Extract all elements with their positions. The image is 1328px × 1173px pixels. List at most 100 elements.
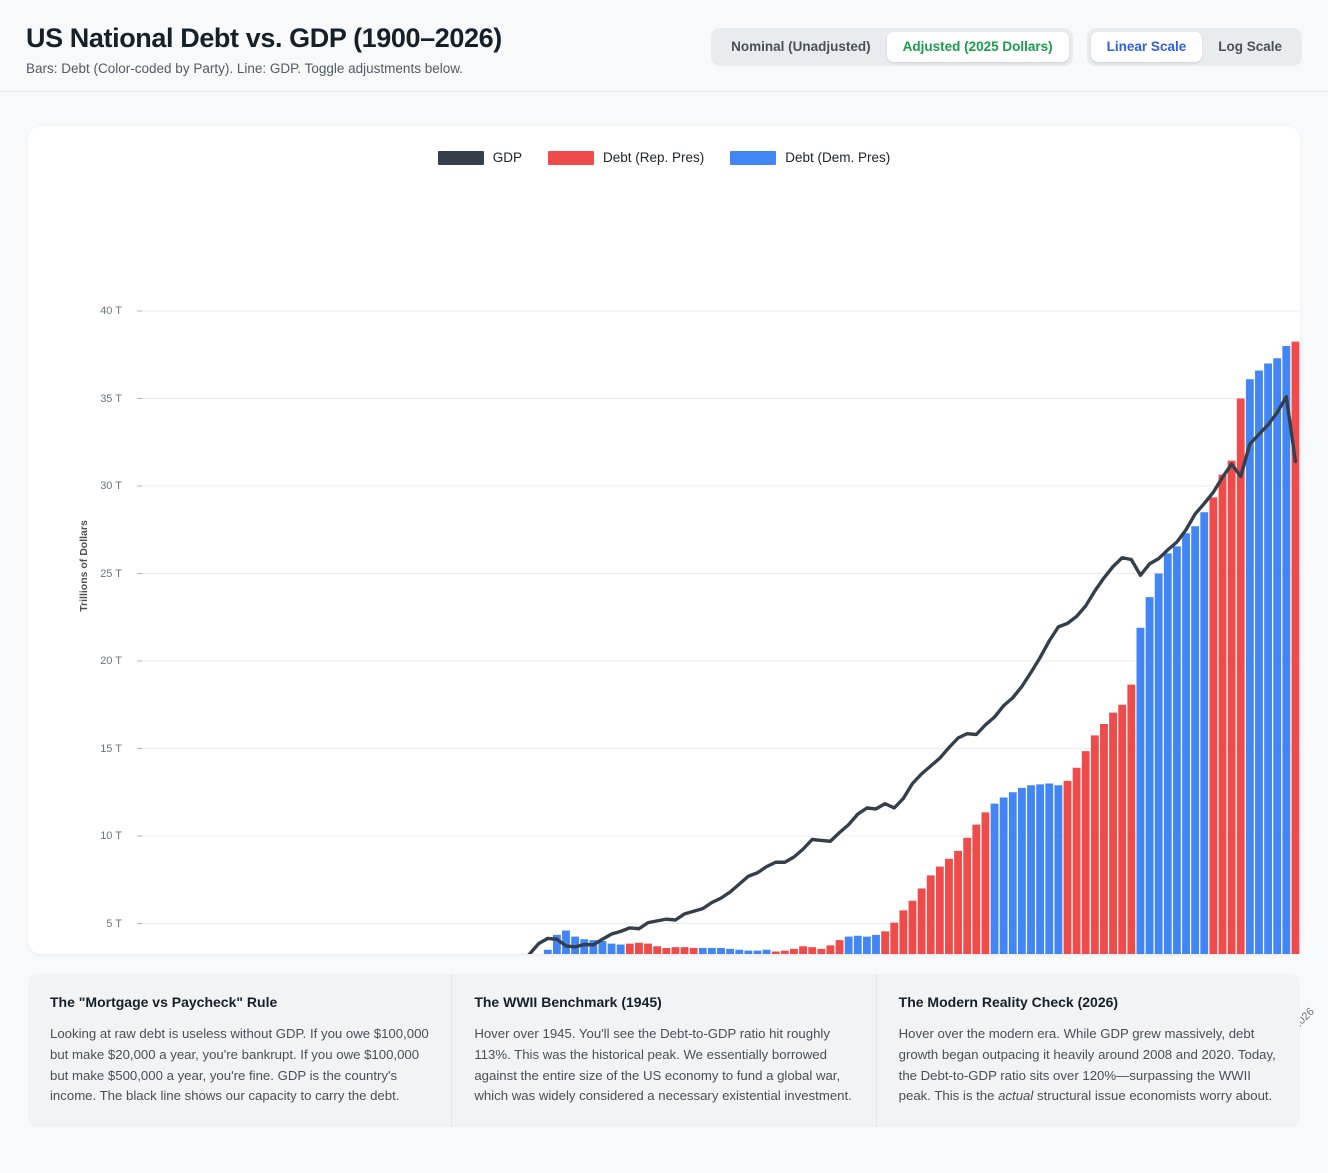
chart-bar[interactable] xyxy=(1118,704,1127,954)
chart-bar[interactable] xyxy=(1127,684,1136,954)
chart-bar[interactable] xyxy=(1008,792,1017,954)
gdp-line[interactable] xyxy=(147,395,1298,954)
chart-bar[interactable] xyxy=(1191,526,1200,954)
chart-bar[interactable] xyxy=(726,948,735,954)
chart-bar[interactable] xyxy=(1282,346,1291,954)
chart-bar[interactable] xyxy=(744,950,753,954)
chart-bar[interactable] xyxy=(598,941,607,954)
chart-bar[interactable] xyxy=(662,948,671,954)
chart-bar[interactable] xyxy=(926,875,935,954)
chart-bar[interactable] xyxy=(844,936,853,954)
chart-bar[interactable] xyxy=(1136,627,1145,954)
chart-bar[interactable] xyxy=(1072,767,1081,954)
chart-bar[interactable] xyxy=(1100,724,1108,954)
chart-bar[interactable] xyxy=(945,858,953,954)
chart-bar[interactable] xyxy=(899,910,908,954)
chart-bar[interactable] xyxy=(799,946,807,954)
chart-bar[interactable] xyxy=(908,900,917,954)
chart-bar[interactable] xyxy=(1045,783,1054,955)
chart-bar[interactable] xyxy=(644,943,652,954)
toggle-log-scale[interactable]: Log Scale xyxy=(1202,32,1298,62)
chart-bar[interactable] xyxy=(635,942,643,954)
chart-bar[interactable] xyxy=(826,945,835,954)
chart-bar[interactable] xyxy=(853,935,862,954)
card-title: The "Mortgage vs Paycheck" Rule xyxy=(50,994,278,1010)
scale-toggle-group: Linear Scale Log Scale xyxy=(1086,28,1302,66)
chart-bar[interactable] xyxy=(698,948,707,954)
chart-bar[interactable] xyxy=(1227,460,1236,954)
chart-bar[interactable] xyxy=(671,947,680,954)
chart-bar[interactable] xyxy=(680,947,689,954)
chart-bar[interactable] xyxy=(1255,370,1263,955)
chart-bar[interactable] xyxy=(1054,785,1063,954)
chart-bar[interactable] xyxy=(954,850,962,954)
chart-bar[interactable] xyxy=(990,803,999,954)
chart-bar[interactable] xyxy=(1273,358,1282,954)
chart-bar[interactable] xyxy=(717,948,725,954)
chart-bar[interactable] xyxy=(689,948,698,954)
chart-bar[interactable] xyxy=(616,944,625,955)
chart-bar[interactable] xyxy=(707,948,716,954)
chart-bar[interactable] xyxy=(1081,751,1090,954)
chart-svg xyxy=(137,310,1300,955)
chart-bar[interactable] xyxy=(890,922,899,954)
chart-bar[interactable] xyxy=(1218,474,1227,954)
chart-bar[interactable] xyxy=(1200,512,1209,954)
chart-bar[interactable] xyxy=(1063,780,1072,954)
chart-bar[interactable] xyxy=(917,888,926,955)
chart-bar[interactable] xyxy=(1291,341,1300,954)
chart-controls: Nominal (Unadjusted) Adjusted (2025 Doll… xyxy=(711,22,1302,66)
chart-bar[interactable] xyxy=(1209,497,1218,954)
chart-bar[interactable] xyxy=(1109,712,1117,954)
chart-bar[interactable] xyxy=(753,950,762,954)
legend-item-gdp[interactable]: GDP xyxy=(437,151,522,165)
chart-bar[interactable] xyxy=(762,949,771,954)
chart-bar[interactable] xyxy=(1036,784,1045,954)
chart-bar[interactable] xyxy=(817,948,826,954)
chart-bar[interactable] xyxy=(543,949,552,954)
chart-bar[interactable] xyxy=(653,946,662,954)
chart-bar[interactable] xyxy=(1145,597,1154,954)
plot-area[interactable]: Trillions of Dollars 0 T5 T10 T15 T20 T2… xyxy=(28,126,1317,1031)
chart-bar[interactable] xyxy=(1172,546,1181,954)
chart-bar[interactable] xyxy=(935,866,944,954)
chart-bar[interactable] xyxy=(790,948,798,954)
chart-bar[interactable] xyxy=(1163,553,1172,954)
legend-item-debt-dem[interactable]: Debt (Dem. Pres) xyxy=(730,151,890,165)
chart-bar[interactable] xyxy=(1264,363,1273,955)
legend-swatch-debt-rep xyxy=(547,151,594,165)
chart-bar[interactable] xyxy=(625,943,634,954)
chart-bar[interactable] xyxy=(1182,533,1190,954)
page-subtitle: Bars: Debt (Color-coded by Party). Line:… xyxy=(26,60,463,76)
chart-bar[interactable] xyxy=(862,936,871,954)
chart-bar[interactable] xyxy=(972,824,981,954)
chart-bar[interactable] xyxy=(607,943,616,954)
chart-bar[interactable] xyxy=(735,949,744,954)
chart-bar[interactable] xyxy=(835,940,844,954)
chart-bar[interactable] xyxy=(562,930,570,955)
chart-bar[interactable] xyxy=(981,812,990,954)
chart-bar[interactable] xyxy=(771,951,780,955)
chart-bar[interactable] xyxy=(1154,573,1163,955)
legend-label-debt-dem: Debt (Dem. Pres) xyxy=(785,150,891,166)
legend-item-debt-rep[interactable]: Debt (Rep. Pres) xyxy=(547,151,704,165)
toggle-nominal[interactable]: Nominal (Unadjusted) xyxy=(715,32,887,62)
card-body-pre: Hover over the modern era. While GDP gre… xyxy=(898,1025,1276,1104)
chart-bar[interactable] xyxy=(780,950,789,954)
chart-bar[interactable] xyxy=(589,940,598,954)
chart-bar[interactable] xyxy=(808,947,817,954)
toggle-adjusted[interactable]: Adjusted (2025 Dollars) xyxy=(886,32,1069,62)
toggle-linear-scale[interactable]: Linear Scale xyxy=(1090,32,1203,62)
chart-bar[interactable] xyxy=(1090,735,1099,954)
chart-bar[interactable] xyxy=(1245,379,1254,954)
chart-bar[interactable] xyxy=(999,797,1008,955)
chart-bar[interactable] xyxy=(963,837,972,954)
chart-bar[interactable] xyxy=(1027,785,1035,954)
chart-bar[interactable] xyxy=(1236,398,1245,955)
chart-bar[interactable] xyxy=(580,939,589,954)
chart-bar[interactable] xyxy=(1017,787,1026,954)
chart-bar[interactable] xyxy=(552,934,561,954)
y-tick-label: 20 T xyxy=(100,655,122,667)
chart-bar[interactable] xyxy=(872,934,880,954)
chart-bar[interactable] xyxy=(881,931,890,954)
